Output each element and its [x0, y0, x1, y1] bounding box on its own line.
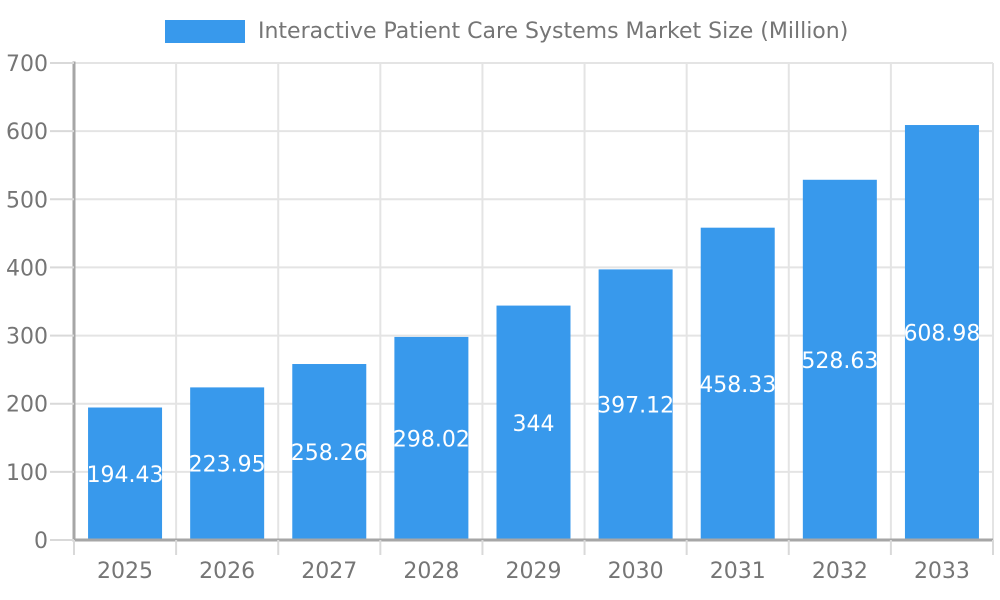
y-tick-label-400: 400: [6, 256, 48, 281]
x-tick-label-2033: 2033: [914, 559, 970, 584]
x-tick-label-2032: 2032: [812, 559, 868, 584]
x-tick-label-2030: 2030: [608, 559, 664, 584]
bar-2028: [394, 336, 469, 540]
y-tick-label-600: 600: [6, 120, 48, 145]
y-tick-label-700: 700: [6, 52, 48, 77]
x-axis-labels: 2025 2026 2027 2028 2029 2030 2031 2032 2033: [97, 559, 970, 584]
bar-2030: [598, 269, 673, 540]
bar-value-2032: 528.63: [801, 349, 878, 374]
bar-2033: [904, 125, 979, 541]
x-tick-label-2029: 2029: [506, 559, 562, 584]
y-tick-label-200: 200: [6, 393, 48, 418]
bar-2032: [802, 179, 877, 540]
bar-value-2029: 344: [513, 412, 555, 437]
legend-swatch: [165, 20, 245, 43]
bar-value-labels: 194.43 223.95 258.26 298.02 344 397.12 458.33 5…: [87, 322, 981, 488]
gridlines: [74, 62, 994, 540]
axis-ticks: [50, 62, 994, 555]
bar-2025: [88, 407, 163, 540]
bar-2026: [190, 387, 265, 540]
x-tick-label-2031: 2031: [710, 559, 766, 584]
x-tick-label-2026: 2026: [199, 559, 255, 584]
x-tick-label-2025: 2025: [97, 559, 153, 584]
y-axis-labels: 0 100 200 300 400 500 600 700: [6, 52, 48, 554]
bar-value-2027: 258.26: [291, 441, 368, 466]
bar-value-2026: 223.95: [189, 453, 266, 478]
y-tick-label-500: 500: [6, 188, 48, 213]
bars: [88, 125, 979, 541]
legend-label: Interactive Patient Care Systems Market …: [258, 19, 849, 44]
bar-2031: [700, 227, 775, 540]
y-tick-label-300: 300: [6, 325, 48, 350]
bar-value-2033: 608.98: [903, 322, 980, 347]
bar-value-2030: 397.12: [597, 394, 674, 419]
x-tick-label-2028: 2028: [403, 559, 459, 584]
bar-value-2031: 458.33: [699, 373, 776, 398]
bar-value-2025: 194.43: [87, 463, 164, 488]
axes: [72, 61, 993, 542]
x-tick-label-2027: 2027: [301, 559, 357, 584]
bar-value-2028: 298.02: [393, 427, 470, 452]
y-tick-label-0: 0: [34, 529, 48, 554]
chart-legend: Interactive Patient Care Systems Market …: [165, 20, 848, 43]
y-tick-label-100: 100: [6, 461, 48, 486]
bar-2029: [496, 305, 571, 540]
bar-2027: [292, 364, 367, 540]
